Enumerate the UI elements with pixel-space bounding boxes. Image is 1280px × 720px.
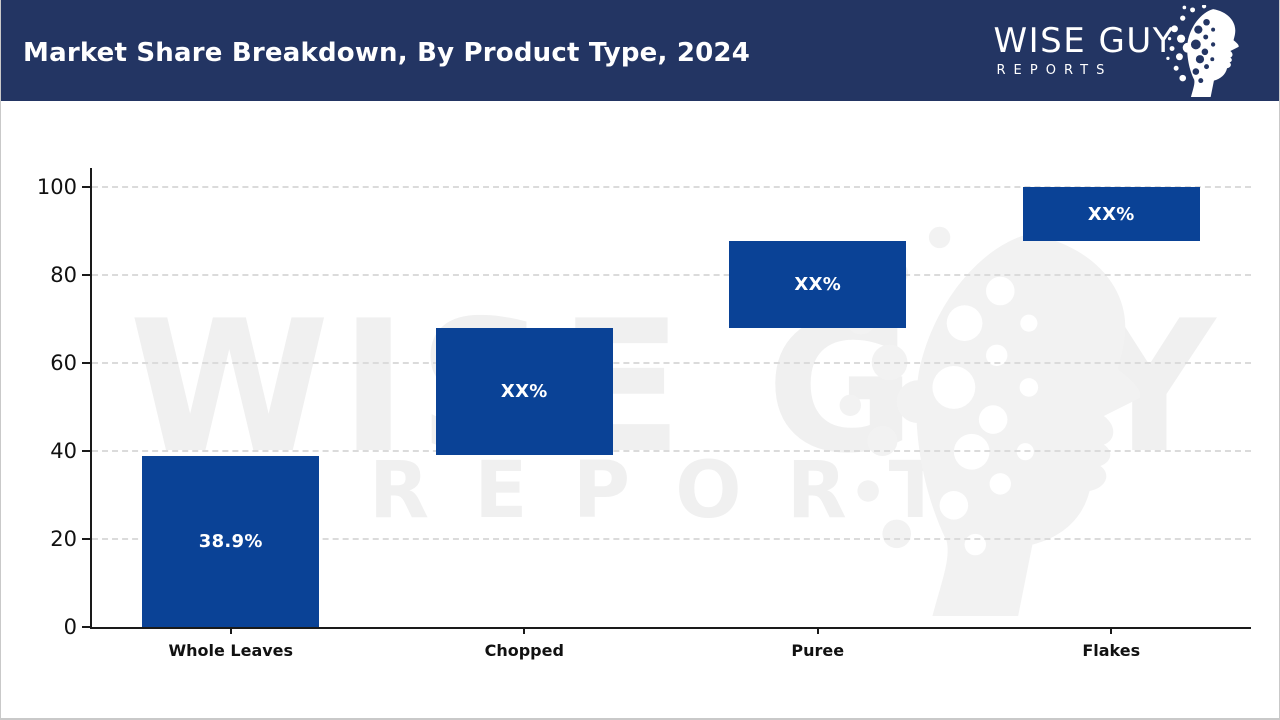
y-tick-mark	[82, 274, 90, 276]
y-axis-line	[90, 168, 92, 629]
y-tick-label: 80	[50, 263, 77, 287]
y-gridline	[92, 186, 1251, 188]
y-tick-label: 40	[50, 439, 77, 463]
page-title: Market Share Breakdown, By Product Type,…	[23, 37, 750, 68]
plot: 0 20 40 60 80 100 38.9% XX% XX% XX% Whole Leaves Ch…	[1, 101, 1279, 718]
y-tick-label: 0	[63, 615, 77, 639]
header-banner: Market Share Breakdown, By Product Type,…	[1, 0, 1279, 101]
y-tick-mark	[82, 538, 90, 540]
bar-flakes: XX%	[1022, 187, 1200, 242]
y-gridline	[92, 274, 1251, 276]
bar-value-label: XX%	[500, 381, 548, 403]
bar-value-label: XX%	[1087, 203, 1135, 225]
x-tick-mark	[523, 627, 526, 634]
bar-puree: XX%	[729, 241, 907, 328]
y-tick-mark	[82, 626, 90, 628]
y-gridline	[92, 538, 1251, 540]
x-tick-mark	[229, 627, 232, 634]
x-category-label: Puree	[791, 641, 845, 660]
bar-whole-leaves: 38.9%	[142, 455, 320, 627]
wiseguy-head-icon	[1166, 4, 1239, 97]
watermark-head-icon	[839, 226, 1141, 616]
y-tick-label: 20	[50, 527, 77, 551]
y-tick-mark	[82, 186, 90, 188]
x-tick-mark	[1110, 627, 1113, 634]
bar-value-label: 38.9%	[198, 530, 263, 552]
x-tick-mark	[816, 627, 819, 634]
wiseguy-logo-text: WISE GUY REPORTS	[993, 24, 1175, 77]
bar-chopped: XX%	[435, 327, 613, 456]
y-tick-mark	[82, 450, 90, 452]
x-category-label: Flakes	[1082, 641, 1141, 660]
x-axis-line	[90, 627, 1251, 629]
x-category-label: Whole Leaves	[168, 641, 294, 660]
y-tick-label: 60	[50, 351, 77, 375]
y-tick-label: 100	[36, 175, 77, 199]
logo-subtitle: REPORTS	[996, 63, 1113, 78]
y-gridline	[92, 450, 1251, 452]
y-gridline	[92, 362, 1251, 364]
wiseguy-logo: WISE GUY REPORTS	[993, 0, 1257, 101]
chart-area: WISE GUY REPORTS 0 20 40 60 80 100 38.9% XX	[1, 101, 1279, 718]
y-tick-mark	[82, 362, 90, 364]
logo-wordmark: WISE GUY	[993, 21, 1175, 61]
x-category-label: Chopped	[484, 641, 564, 660]
bar-value-label: XX%	[794, 273, 842, 295]
